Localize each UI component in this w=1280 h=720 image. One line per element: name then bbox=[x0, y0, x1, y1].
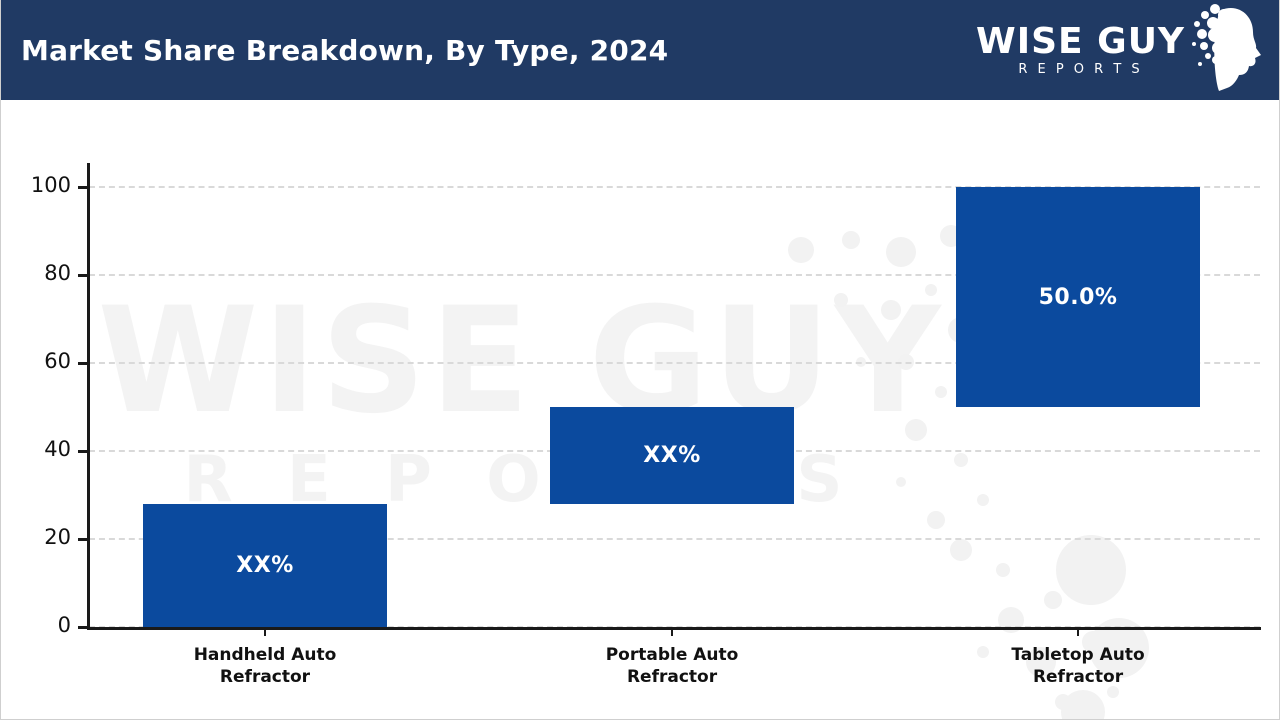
chart-region: WISE GUY R E P O R T S 0 20 40 60 80 100 XX% Ha… bbox=[1, 100, 1279, 719]
gridline bbox=[89, 274, 1260, 276]
report-header: Market Share Breakdown, By Type, 2024 WI… bbox=[1, 0, 1279, 100]
y-tick-mark bbox=[78, 361, 87, 365]
bar-chart-plot: 0 20 40 60 80 100 XX% Handheld Auto Refractor XX… bbox=[31, 163, 1261, 687]
bar: 50.0% bbox=[956, 187, 1201, 407]
x-tick-mark bbox=[671, 630, 674, 636]
bar-value-label: XX% bbox=[643, 442, 701, 468]
y-axis-line bbox=[87, 163, 90, 630]
watermark-dot bbox=[1061, 690, 1105, 719]
gridline bbox=[89, 186, 1260, 188]
bar: XX% bbox=[143, 503, 387, 627]
x-category-label: Tabletop Auto Refractor bbox=[1011, 645, 1145, 688]
y-tick-mark bbox=[78, 625, 87, 629]
bar-value-label: 50.0% bbox=[1038, 284, 1118, 310]
x-category-label: Handheld Auto Refractor bbox=[193, 645, 337, 688]
y-tick-mark bbox=[78, 537, 87, 541]
x-tick-mark bbox=[264, 630, 266, 636]
y-tick-label: 60 bbox=[44, 349, 71, 373]
y-tick-mark bbox=[78, 185, 87, 189]
wiseguy-logo: WISE GUY R E P O R T S bbox=[976, 4, 1265, 96]
wiseguy-logo-text: WISE GUY R E P O R T S bbox=[976, 23, 1185, 77]
watermark-dot bbox=[1055, 694, 1071, 710]
bar-value-label: XX% bbox=[236, 552, 294, 578]
y-tick-label: 80 bbox=[44, 261, 71, 285]
y-tick-label: 0 bbox=[57, 613, 71, 637]
logo-reports-label: R E P O R T S bbox=[1018, 61, 1143, 77]
bar: XX% bbox=[550, 407, 795, 504]
y-tick-label: 20 bbox=[44, 525, 71, 549]
x-axis-line bbox=[87, 627, 1261, 630]
page-title: Market Share Breakdown, By Type, 2024 bbox=[21, 33, 669, 67]
y-tick-mark bbox=[78, 449, 87, 453]
x-category-label: Portable Auto Refractor bbox=[605, 645, 739, 688]
gridline bbox=[89, 362, 1260, 364]
y-tick-mark bbox=[78, 273, 87, 277]
x-tick-mark bbox=[1077, 630, 1080, 636]
dotted-face-profile-icon bbox=[1187, 2, 1265, 98]
y-tick-label: 100 bbox=[30, 173, 71, 197]
gridline bbox=[89, 538, 1260, 540]
logo-wiseguy-label: WISE GUY bbox=[975, 21, 1185, 63]
y-tick-label: 40 bbox=[44, 437, 71, 461]
